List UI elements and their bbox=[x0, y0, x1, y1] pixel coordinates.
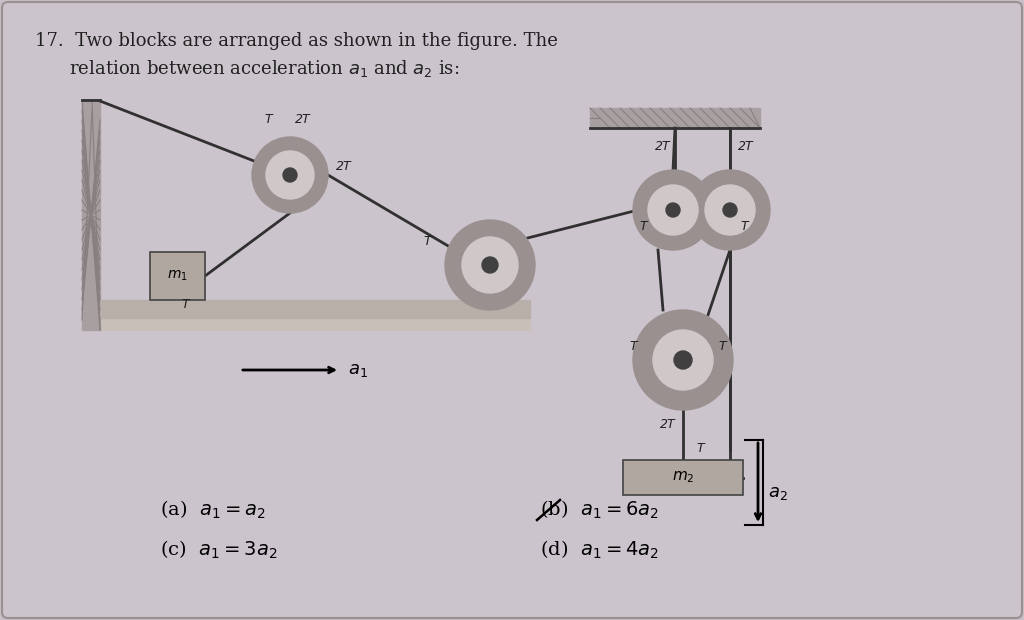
Text: T: T bbox=[718, 340, 726, 353]
Bar bbox=[100, 300, 530, 318]
Text: T: T bbox=[423, 235, 431, 248]
Text: T: T bbox=[639, 220, 647, 233]
Circle shape bbox=[283, 168, 297, 182]
Bar bbox=[623, 460, 743, 495]
Circle shape bbox=[690, 170, 770, 250]
Text: T: T bbox=[264, 113, 271, 126]
Bar bbox=[100, 318, 530, 330]
Circle shape bbox=[462, 237, 518, 293]
Circle shape bbox=[445, 220, 535, 310]
Text: $m_2$: $m_2$ bbox=[672, 470, 694, 485]
Text: T: T bbox=[181, 298, 189, 311]
Circle shape bbox=[723, 203, 737, 217]
Circle shape bbox=[482, 257, 498, 273]
Circle shape bbox=[648, 185, 698, 235]
Text: 2T: 2T bbox=[660, 418, 676, 431]
Text: $m_1$: $m_1$ bbox=[167, 269, 187, 283]
Text: 17.  Two blocks are arranged as shown in the figure. The: 17. Two blocks are arranged as shown in … bbox=[35, 32, 558, 50]
Text: T: T bbox=[629, 340, 637, 353]
Bar bbox=[590, 108, 760, 128]
Text: T: T bbox=[696, 443, 703, 456]
Text: (d)  $a_1 = 4a_2$: (d) $a_1 = 4a_2$ bbox=[540, 539, 658, 561]
Text: (b)  $a_1 = 6a_2$: (b) $a_1 = 6a_2$ bbox=[540, 499, 658, 521]
Circle shape bbox=[653, 330, 713, 390]
Circle shape bbox=[674, 351, 692, 369]
Text: $a_2$: $a_2$ bbox=[768, 484, 787, 502]
Text: $a_1$: $a_1$ bbox=[348, 361, 368, 379]
Circle shape bbox=[266, 151, 314, 199]
Circle shape bbox=[705, 185, 755, 235]
Text: 2T: 2T bbox=[655, 140, 671, 153]
Circle shape bbox=[666, 203, 680, 217]
Text: 2T: 2T bbox=[336, 160, 351, 173]
Bar bbox=[82, 100, 100, 330]
Bar bbox=[150, 252, 205, 300]
Circle shape bbox=[633, 170, 713, 250]
Text: 2T: 2T bbox=[295, 113, 310, 126]
Text: (a)  $a_1 = a_2$: (a) $a_1 = a_2$ bbox=[160, 499, 265, 521]
Circle shape bbox=[633, 310, 733, 410]
Circle shape bbox=[252, 137, 328, 213]
Text: relation between acceleration $a_1$ and $a_2$ is:: relation between acceleration $a_1$ and … bbox=[35, 58, 460, 79]
Text: 2T: 2T bbox=[738, 140, 754, 153]
Text: (c)  $a_1 = 3a_2$: (c) $a_1 = 3a_2$ bbox=[160, 539, 278, 561]
Text: T: T bbox=[740, 220, 748, 233]
